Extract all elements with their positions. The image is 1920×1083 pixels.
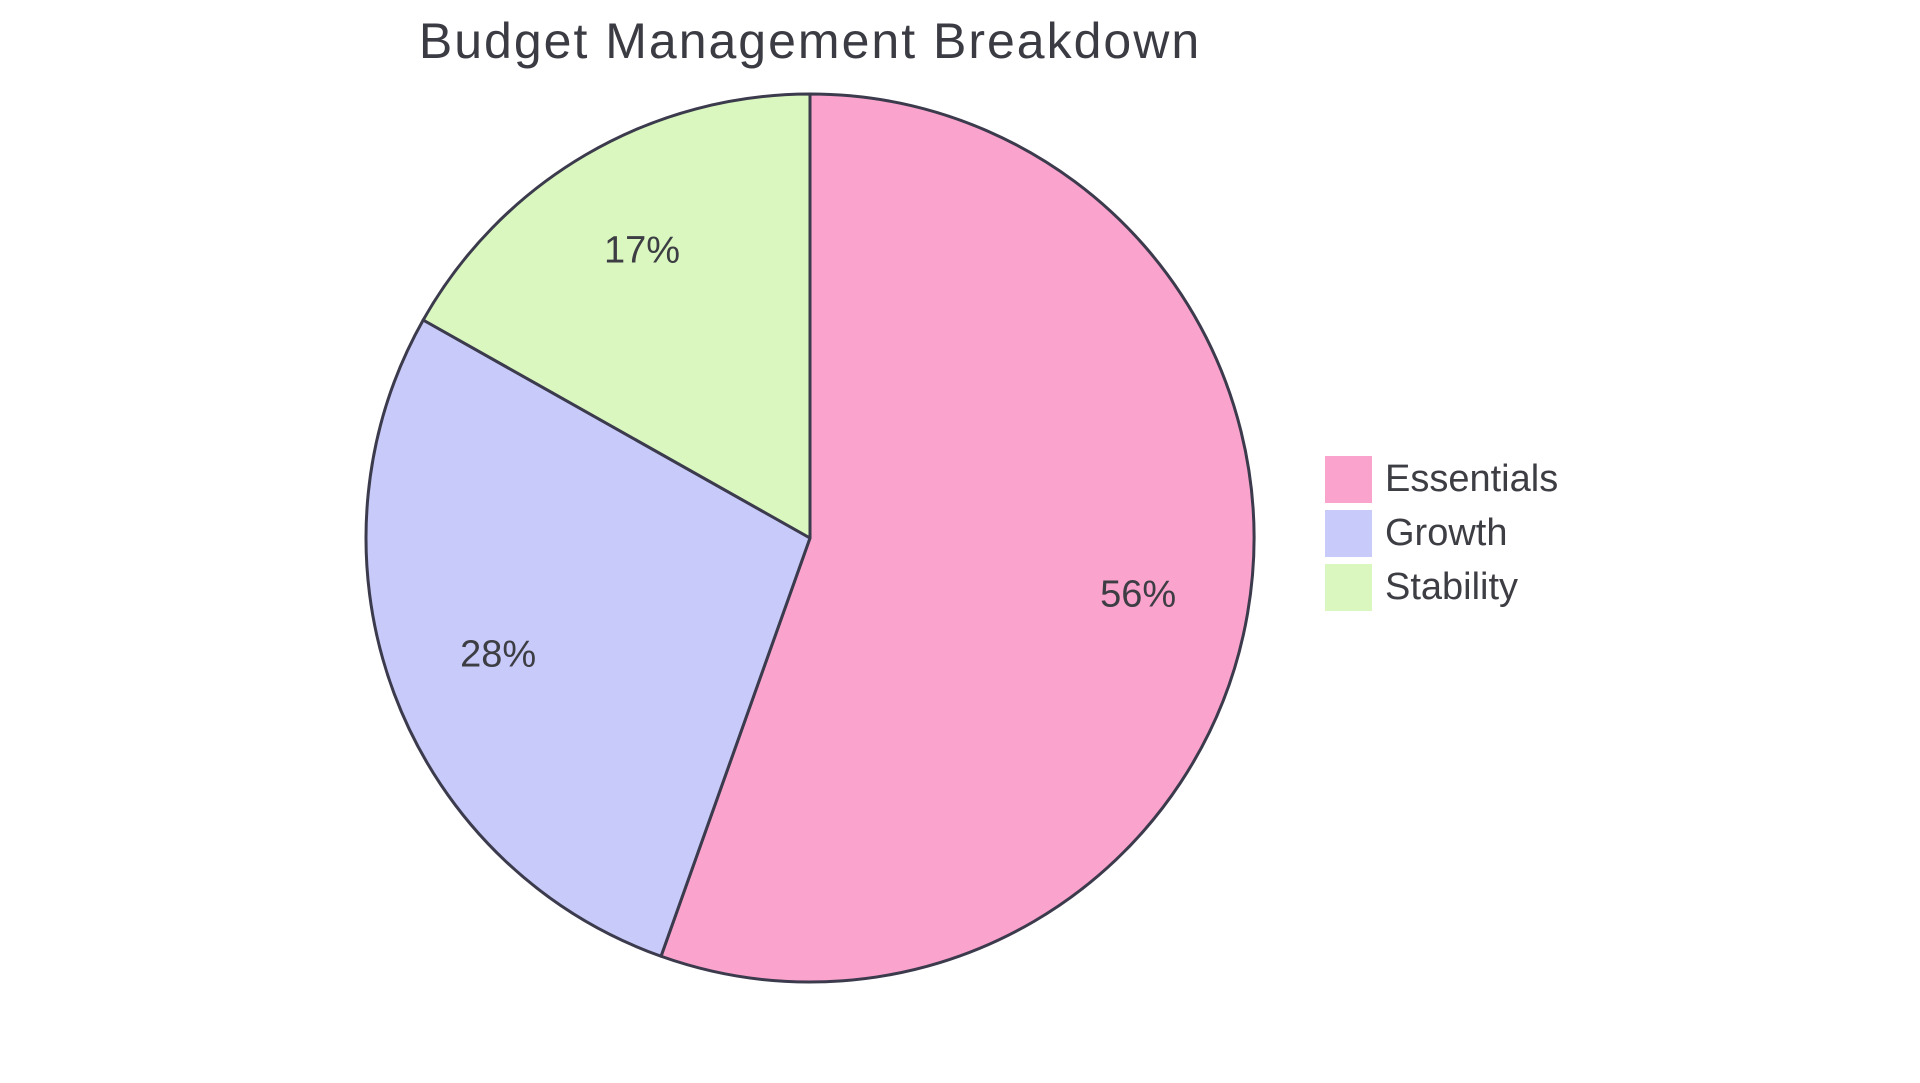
legend-item-essentials: Essentials <box>1325 456 1558 503</box>
pie-slice-stability <box>421 92 812 540</box>
slice-label-growth: 28% <box>460 634 536 676</box>
slice-label-stability: 17% <box>604 230 680 272</box>
pie-slice-growth <box>364 318 812 958</box>
legend-swatch-growth <box>1325 510 1372 557</box>
legend-label: Stability <box>1385 566 1519 608</box>
legend-label: Growth <box>1385 512 1508 554</box>
legend-swatch-essentials <box>1325 456 1372 503</box>
chart-title: Budget Management Breakdown <box>418 13 1202 69</box>
pie-slice-essentials <box>659 92 1256 984</box>
legend-item-growth: Growth <box>1325 510 1558 557</box>
legend-item-stability: Stability <box>1325 564 1558 611</box>
slice-label-essentials: 56% <box>1100 574 1176 616</box>
legend-label: Essentials <box>1385 458 1559 500</box>
legend: Essentials Growth Stability <box>1325 456 1558 618</box>
legend-swatch-stability <box>1325 564 1372 611</box>
